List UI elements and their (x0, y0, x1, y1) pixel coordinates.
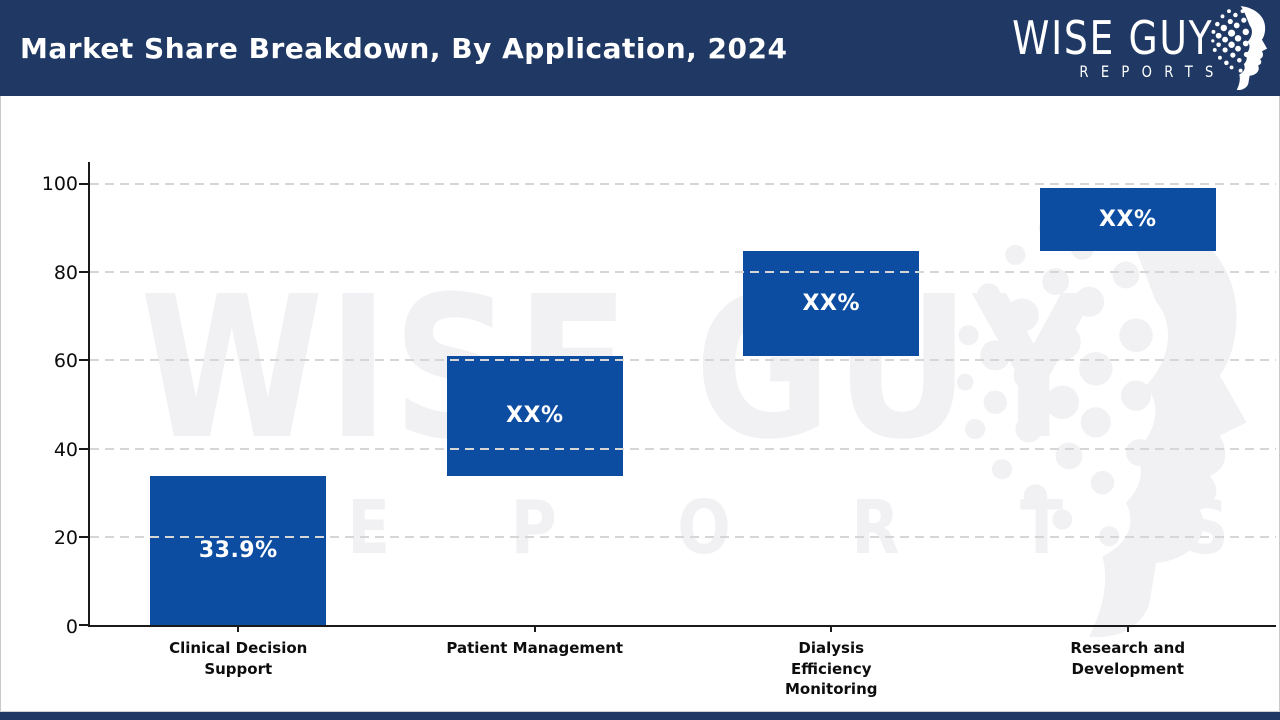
logo: WISE GUY REPORTS (968, 4, 1272, 92)
y-axis-labels: 0 20 40 60 80 100 (0, 162, 78, 638)
x-tick (830, 625, 833, 632)
y-tick (79, 447, 88, 450)
bar: XX% (743, 250, 920, 357)
footer-bar (0, 712, 1280, 720)
y-tick (79, 183, 88, 186)
page-title: Market Share Breakdown, By Application, … (20, 31, 788, 65)
gridline (90, 271, 1276, 274)
gridline (90, 447, 1276, 450)
bar: 33.9% (150, 475, 327, 625)
bar: XX% (446, 356, 623, 476)
x-tick-label: Research and Development (1070, 639, 1186, 678)
y-tick (79, 535, 88, 538)
y-tick (79, 271, 88, 274)
x-tick (533, 625, 536, 632)
bar-value-label: XX% (506, 403, 564, 429)
gridline (90, 183, 1276, 186)
x-tick-label: Clinical Decision Support (169, 639, 308, 678)
x-tick-label: Dialysis Efficiency Monitoring (785, 639, 878, 699)
y-tick-label: 0 (65, 616, 78, 638)
watermark-line2: R E P O R T S (178, 485, 1279, 571)
y-tick-label: 60 (53, 350, 78, 373)
y-tick-label: 40 (53, 438, 78, 461)
x-tick (237, 625, 240, 632)
y-tick-label: 80 (53, 261, 78, 284)
y-tick-label: 20 (53, 527, 78, 550)
header-bar: Market Share Breakdown, By Application, … (0, 0, 1280, 96)
logo-wordmark: WISE GUY REPORTS (1012, 15, 1213, 81)
bar-value-label: 33.9% (198, 537, 278, 563)
footer-hairline (0, 711, 1280, 712)
plot-area: 33.9% Clinical Decision Support XX% Patient… (79, 162, 1276, 698)
x-tick-label: Patient Management (446, 639, 624, 657)
x-tick (1126, 625, 1129, 632)
logo-line1: WISE GUY (1012, 11, 1214, 65)
y-tick (79, 359, 88, 362)
bar-value-label: XX% (1099, 207, 1157, 233)
y-tick (79, 624, 88, 626)
y-tick-label: 100 (41, 173, 78, 196)
bar: XX% (1039, 188, 1216, 251)
logo-line2: REPORTS (1079, 62, 1226, 81)
bar-value-label: XX% (802, 290, 860, 316)
gridline (90, 359, 1276, 362)
